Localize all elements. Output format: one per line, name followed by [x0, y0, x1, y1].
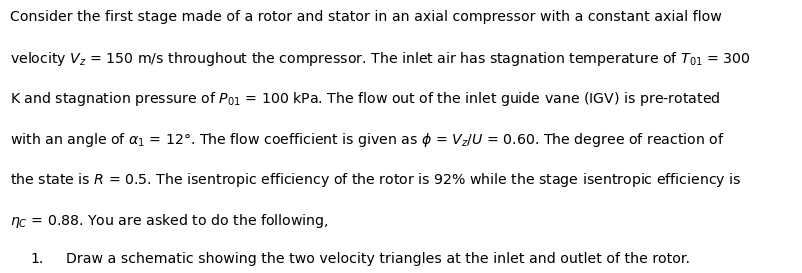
- Text: Consider the first stage made of a rotor and stator in an axial compressor with : Consider the first stage made of a rotor…: [10, 10, 721, 23]
- Text: 1.: 1.: [30, 252, 44, 266]
- Text: K and stagnation pressure of $P_{01}$ = 100 kPa. The flow out of the inlet guide: K and stagnation pressure of $P_{01}$ = …: [10, 90, 720, 108]
- Text: $\eta_C$ = 0.88. You are asked to do the following,: $\eta_C$ = 0.88. You are asked to do the…: [10, 212, 329, 230]
- Text: with an angle of $\alpha_1$ = 12°. The flow coefficient is given as $\phi$ = $V_: with an angle of $\alpha_1$ = 12°. The f…: [10, 131, 724, 149]
- Text: Draw a schematic showing the two velocity triangles at the inlet and outlet of t: Draw a schematic showing the two velocit…: [66, 252, 689, 266]
- Text: the state is $R$ = 0.5. The isentropic efficiency of the rotor is 92% while the : the state is $R$ = 0.5. The isentropic e…: [10, 171, 741, 189]
- Text: velocity $V_z$ = 150 m/s throughout the compressor. The inlet air has stagnation: velocity $V_z$ = 150 m/s throughout the …: [10, 50, 751, 68]
